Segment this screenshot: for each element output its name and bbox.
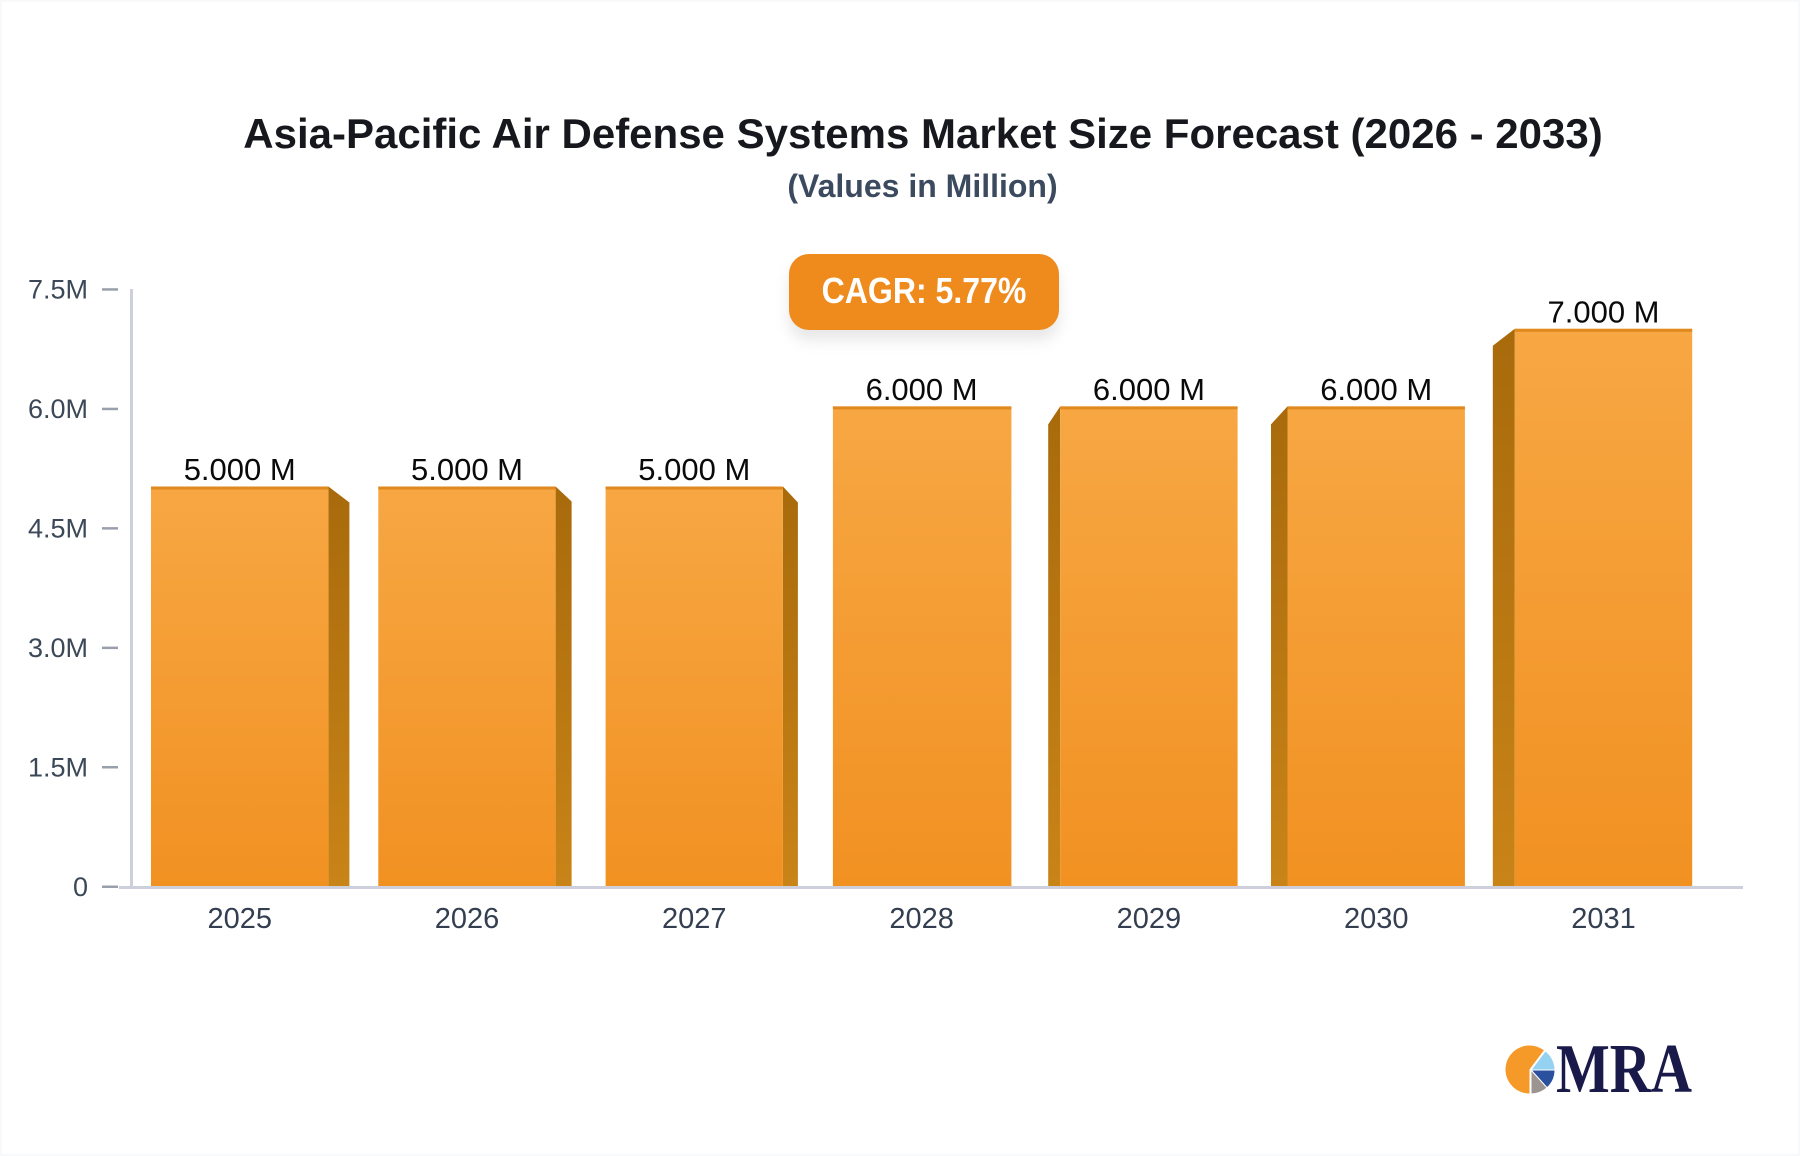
svg-text:6.0M: 6.0M	[28, 394, 88, 424]
svg-text:7.5M: 7.5M	[28, 275, 88, 305]
svg-text:6.000 M: 6.000 M	[866, 372, 978, 407]
svg-text:2029: 2029	[1117, 903, 1182, 935]
svg-text:1.5M: 1.5M	[28, 752, 88, 782]
svg-text:2027: 2027	[662, 903, 727, 935]
svg-text:3.0M: 3.0M	[28, 633, 88, 663]
svg-text:5.000 M: 5.000 M	[184, 452, 296, 487]
svg-text:4.5M: 4.5M	[28, 513, 88, 543]
svg-text:5.000 M: 5.000 M	[638, 452, 750, 487]
svg-text:5.000 M: 5.000 M	[411, 452, 523, 487]
svg-text:2030: 2030	[1344, 903, 1409, 935]
svg-text:2026: 2026	[435, 903, 500, 935]
svg-text:6.000 M: 6.000 M	[1320, 372, 1432, 407]
svg-text:MRA: MRA	[1556, 1031, 1692, 1108]
svg-text:2025: 2025	[207, 903, 272, 935]
svg-text:2028: 2028	[889, 903, 954, 935]
svg-text:0: 0	[73, 872, 88, 902]
svg-text:7.000 M: 7.000 M	[1547, 294, 1659, 329]
svg-text:2031: 2031	[1571, 903, 1636, 935]
svg-text:6.000 M: 6.000 M	[1093, 372, 1205, 407]
